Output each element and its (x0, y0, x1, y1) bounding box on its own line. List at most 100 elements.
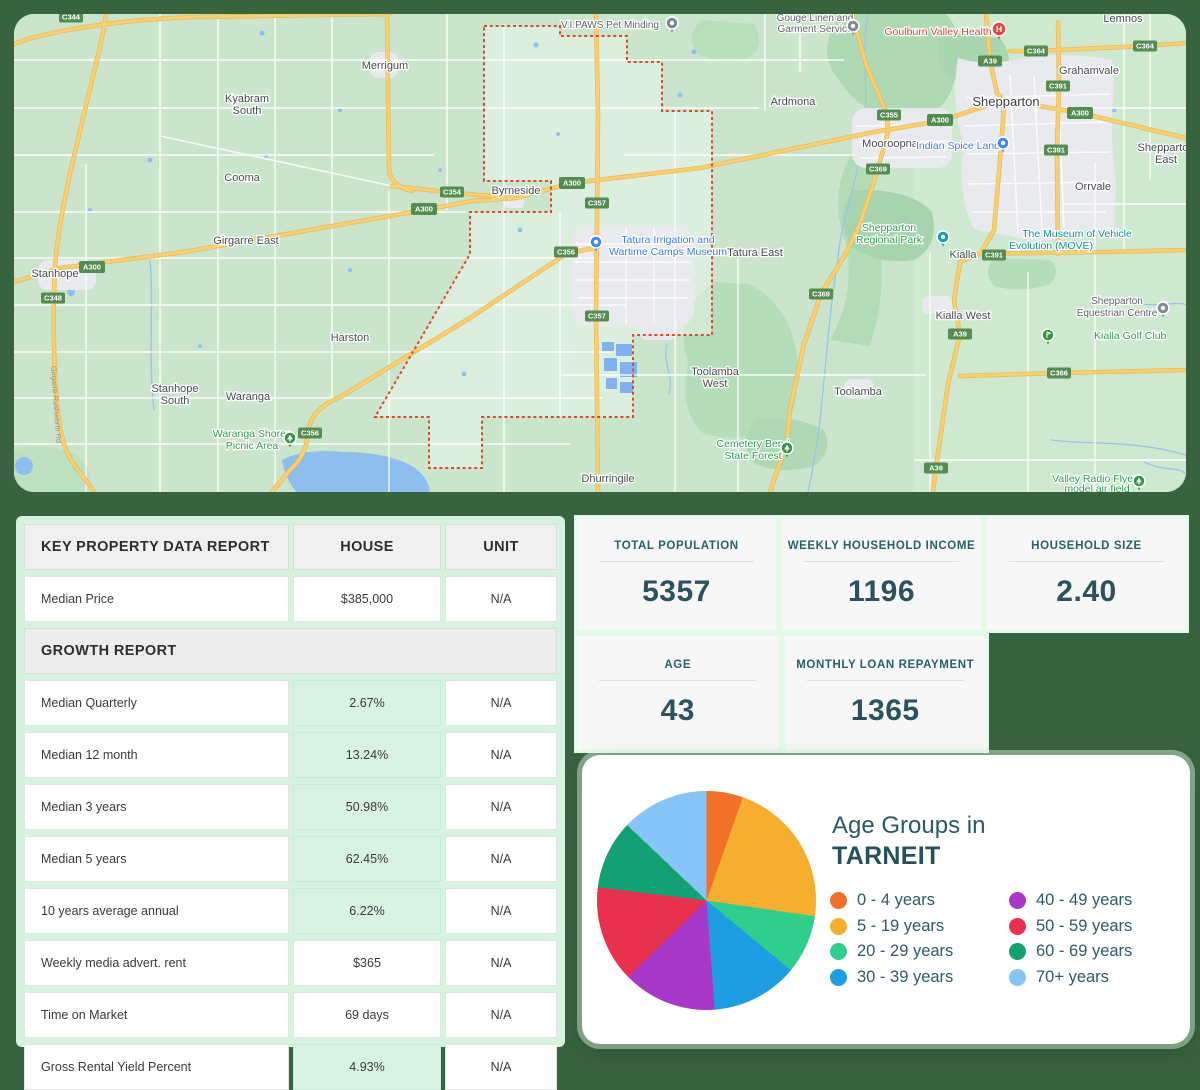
garment-service-pin[interactable] (846, 19, 860, 36)
row-house-value: 50.98% (293, 784, 441, 830)
town-label: South (161, 395, 190, 407)
route-shield: A300 (415, 205, 433, 214)
route-shield: C391 (1049, 82, 1067, 91)
legend-label: 30 - 39 years (857, 967, 954, 986)
row-house-value: $365 (293, 940, 441, 986)
air-field-pin[interactable] (1132, 474, 1146, 491)
town-label: Mooroopna (862, 138, 919, 150)
stat-value: 1196 (847, 574, 916, 608)
route-shield: C356 (301, 429, 319, 438)
town-label: Kyabram (225, 93, 269, 105)
town-label: Cooma (224, 172, 260, 184)
row-label: Gross Rental Yield Percent (24, 1044, 289, 1090)
row-house-value: $385,000 (293, 576, 441, 622)
legend-label: 40 - 49 years (1036, 891, 1133, 910)
row-unit-value: N/A (445, 680, 557, 726)
poi-label: V.I.PAWS Pet Minding (561, 20, 659, 31)
stats-row-2: AGE 43 MONTHLY LOAN REPAYMENT 1365 (574, 633, 989, 753)
stat-label: HOUSEHOLD SIZE (1031, 539, 1142, 552)
route-shield: A39 (929, 464, 943, 473)
age-groups-card: Age Groups in TARNEIT 0 - 4 years 5 - 19… (582, 755, 1190, 1044)
legend-dot-20-29 (830, 943, 847, 961)
poi-label: Gouge Linen and (777, 14, 854, 24)
town-label: Toolamba (691, 366, 740, 378)
stat-card-total-population: TOTAL POPULATION 5357 (577, 518, 776, 630)
poi-label: Goulburn Valley Health (884, 26, 991, 38)
legend-dot-0-4 (830, 892, 847, 910)
map-view[interactable]: C344 A300 C348 A300 C354 A300 C357 C357 … (14, 14, 1186, 492)
state-forest-pin[interactable] (780, 441, 794, 458)
poi-label: Equestrian Centre (1077, 308, 1158, 319)
stat-divider (803, 560, 960, 562)
legend-dot-50-59 (1009, 917, 1026, 935)
row-label: 10 years average annual (24, 888, 289, 934)
row-unit-value: N/A (445, 1044, 557, 1090)
route-shield: C364 (1136, 42, 1155, 51)
poi-label: Evolution (MOVE) (1009, 240, 1093, 252)
route-shield: C356 (557, 248, 575, 257)
city-label: Shepparton (972, 94, 1039, 109)
legend-item: 20 - 29 years (830, 939, 1009, 965)
row-label: Median 5 years (24, 836, 289, 882)
picnic-area-pin[interactable] (283, 431, 297, 448)
legend-item: 50 - 59 years (1009, 914, 1132, 940)
town-label: Dhurringile (581, 473, 634, 485)
equestrian-centre-pin[interactable] (1156, 301, 1170, 318)
row-label: Time on Market (24, 992, 289, 1038)
route-shield: A300 (1071, 109, 1089, 118)
locality-fill (375, 26, 712, 468)
row-unit-value: N/A (445, 576, 557, 622)
route-shield: A300 (563, 179, 581, 188)
legend-label: 5 - 19 years (857, 916, 945, 935)
legend-item: 40 - 49 years (1009, 888, 1132, 914)
stat-label: AGE (664, 658, 692, 671)
row-house-value: 4.93% (293, 1044, 441, 1090)
route-shield: C364 (1027, 47, 1046, 56)
route-shield: C366 (1050, 369, 1068, 378)
pie-chart-title: Age Groups in TARNEIT (832, 811, 985, 872)
route-shield: C354 (443, 188, 462, 197)
legend-label: 0 - 4 years (857, 891, 935, 910)
poi-label: Valley Radio Flyers (1052, 473, 1142, 485)
town-label: West (703, 378, 728, 390)
stat-divider (598, 560, 755, 562)
hospital-pin[interactable]: H (991, 21, 1007, 40)
map-pins-layer: H (283, 16, 1170, 491)
legend-label: 50 - 59 years (1036, 916, 1133, 935)
town-label: Waranga (226, 391, 271, 403)
legend-dot-70plus (1009, 968, 1026, 986)
town-label: Stanhope (151, 383, 198, 395)
poi-label: Regional Park (856, 234, 923, 246)
poi-label: Shepparton (862, 222, 916, 234)
poi-label: Wartime Camps Museum (609, 246, 727, 258)
legend-dot-30-39 (830, 968, 847, 986)
route-shield: C344 (62, 14, 81, 22)
poi-label: Waranga Shores (213, 428, 291, 440)
age-groups-pie-chart (597, 791, 816, 1010)
golf-club-pin[interactable] (1041, 328, 1055, 345)
tatura-museum-pin[interactable] (589, 235, 603, 252)
poi-label: Tatura Irrigation and (621, 234, 715, 246)
stat-divider (1008, 560, 1165, 562)
poi-label: State Forest (724, 450, 781, 462)
map-canvas: C344 A300 C348 A300 C354 A300 C357 C357 … (14, 14, 1186, 492)
pie-legend: 0 - 4 years 5 - 19 years 20 - 29 years 3… (830, 888, 1132, 990)
route-shield: C391 (1047, 146, 1065, 155)
pie-title-line2: TARNEIT (832, 842, 941, 870)
town-label: Kialla (950, 249, 978, 261)
poi-label: Kialla Golf Club (1094, 330, 1167, 342)
indian-spice-land-pin[interactable] (996, 136, 1010, 153)
move-museum-pin[interactable] (936, 230, 950, 247)
row-unit-value: N/A (445, 888, 557, 934)
stat-card-monthly-loan-repayment: MONTHLY LOAN REPAYMENT 1365 (784, 636, 986, 750)
legend-item: 0 - 4 years (830, 888, 1009, 914)
legend-item: 60 - 69 years (1009, 939, 1132, 965)
legend-dot-40-49 (1009, 892, 1026, 910)
row-label: Median Quarterly (24, 680, 289, 726)
property-table: KEY PROPERTY DATA REPORT HOUSE UNIT Medi… (24, 524, 557, 1090)
pet-minding-pin[interactable] (665, 16, 679, 33)
town-label: Toolamba (834, 386, 883, 398)
poi-labels-layer: V.I.PAWS Pet Minding Gouge Linen and Gar… (212, 14, 1168, 492)
row-house-value: 13.24% (293, 732, 441, 778)
route-shield: C369 (869, 165, 887, 174)
